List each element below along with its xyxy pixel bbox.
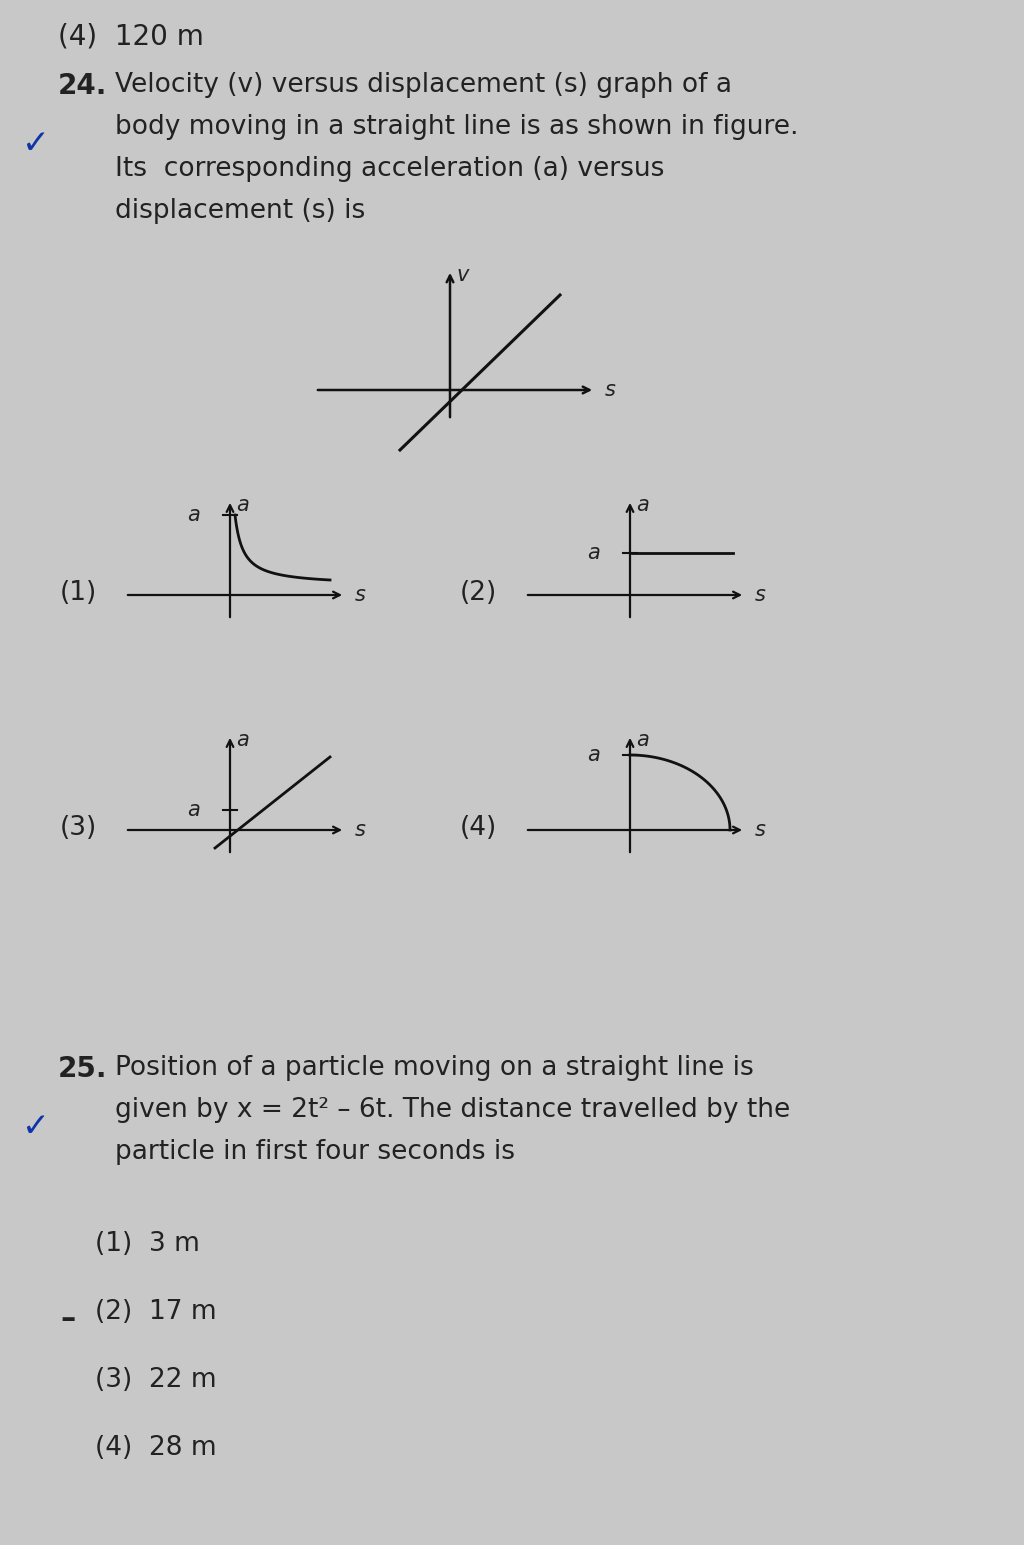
Text: (2): (2): [460, 579, 498, 606]
Text: (1): (1): [60, 579, 97, 606]
Text: s: s: [355, 820, 366, 840]
Text: (4)  120 m: (4) 120 m: [58, 22, 204, 49]
Text: (3): (3): [60, 816, 97, 840]
Text: Velocity (v) versus displacement (s) graph of a: Velocity (v) versus displacement (s) gra…: [115, 73, 732, 97]
Text: a: a: [636, 494, 649, 514]
Text: s: s: [355, 586, 366, 606]
Text: displacement (s) is: displacement (s) is: [115, 198, 366, 224]
Text: s: s: [755, 586, 766, 606]
Text: a: a: [587, 542, 600, 562]
Text: particle in first four seconds is: particle in first four seconds is: [115, 1139, 515, 1165]
Text: ✓: ✓: [22, 1109, 50, 1143]
Text: a: a: [187, 800, 200, 820]
Text: v: v: [456, 266, 468, 284]
Text: (2)  17 m: (2) 17 m: [95, 1299, 217, 1326]
Text: (1)  3 m: (1) 3 m: [95, 1231, 200, 1258]
Text: a: a: [187, 505, 200, 525]
Text: a: a: [236, 494, 249, 514]
Text: s: s: [605, 380, 615, 400]
Text: a: a: [587, 745, 600, 765]
Text: Its  corresponding acceleration (a) versus: Its corresponding acceleration (a) versu…: [115, 156, 665, 182]
Text: 25.: 25.: [58, 1055, 108, 1083]
Text: –: –: [60, 1304, 75, 1333]
Text: Position of a particle moving on a straight line is: Position of a particle moving on a strai…: [115, 1055, 754, 1082]
Text: given by x = 2t² – 6t. The distance travelled by the: given by x = 2t² – 6t. The distance trav…: [115, 1097, 791, 1123]
Text: (3)  22 m: (3) 22 m: [95, 1367, 217, 1394]
Text: (4)  28 m: (4) 28 m: [95, 1435, 217, 1462]
Text: body moving in a straight line is as shown in figure.: body moving in a straight line is as sho…: [115, 114, 799, 141]
Text: s: s: [755, 820, 766, 840]
Text: a: a: [636, 729, 649, 749]
Text: a: a: [236, 729, 249, 749]
Text: (4): (4): [460, 816, 498, 840]
Text: 24.: 24.: [58, 73, 108, 100]
Text: ✓: ✓: [22, 127, 50, 161]
